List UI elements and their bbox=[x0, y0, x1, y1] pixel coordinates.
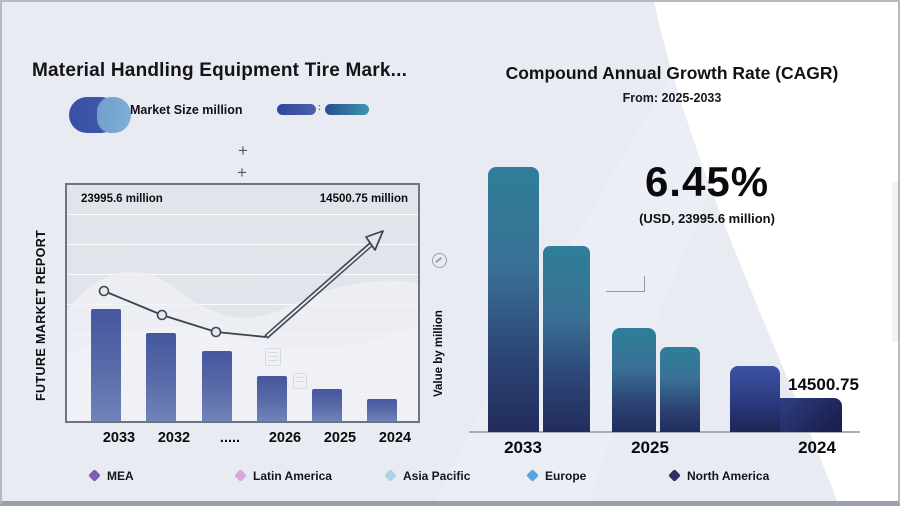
left-chart-end-value: 14500.75 million bbox=[319, 193, 408, 205]
zoom-plus-icon[interactable]: + bbox=[237, 163, 247, 182]
cagr-value: 6.45% bbox=[644, 158, 770, 205]
zoom-minus-icon[interactable] bbox=[432, 253, 447, 268]
cagr-title: Compound Annual Growth Rate (CAGR) bbox=[505, 63, 839, 83]
left-chart-x-label: 2032 bbox=[157, 430, 191, 446]
left-chart-bar bbox=[146, 333, 176, 421]
right-chart-x-label: 2024 bbox=[798, 438, 836, 457]
right-chart-bar bbox=[612, 328, 656, 432]
left-chart-bars bbox=[67, 185, 418, 421]
left-chart-bar bbox=[257, 376, 287, 421]
cylinder-face bbox=[97, 97, 131, 133]
page-title: Material Handling Equipment Tire Mark... bbox=[32, 60, 408, 81]
legend-label: Latin America bbox=[253, 469, 332, 483]
left-chart-x-label: 2026 bbox=[268, 430, 302, 446]
legend-diamond-icon bbox=[234, 469, 247, 482]
right-chart-bar bbox=[776, 398, 842, 432]
ratio-separator: : bbox=[318, 102, 321, 112]
tire-cylinder-icon bbox=[69, 97, 131, 133]
left-chart-panel: 23995.6 million 14500.75 million bbox=[65, 183, 420, 423]
legend-diamond-icon bbox=[384, 469, 397, 482]
right-chart-bar bbox=[730, 366, 780, 432]
legend-diamond-icon bbox=[526, 469, 539, 482]
right-chart-annotation: 14500.75 bbox=[788, 375, 859, 394]
right-chart-bar bbox=[660, 347, 700, 432]
ratio-pill-blue bbox=[277, 104, 316, 115]
right-chart-bar bbox=[543, 246, 590, 432]
left-chart-x-label: 2024 bbox=[378, 430, 412, 446]
legend-label: North America bbox=[687, 469, 770, 483]
left-chart-bar bbox=[91, 309, 121, 421]
left-chart-x-labels: 2033 2032..... 2026 2025 2024 bbox=[65, 430, 420, 450]
legend-label: MEA bbox=[107, 469, 134, 483]
right-chart-x-label: 2033 bbox=[504, 438, 542, 457]
legend-label: Asia Pacific bbox=[403, 469, 471, 483]
step-line-decoration bbox=[606, 276, 645, 292]
left-chart-bar bbox=[367, 399, 397, 421]
right-chart-x-label: 2025 bbox=[631, 438, 669, 457]
document-icon bbox=[265, 348, 281, 366]
right-chart-axis-line bbox=[469, 431, 860, 433]
left-chart-bar bbox=[202, 351, 232, 421]
legend-diamond-icon bbox=[668, 469, 681, 482]
legend-diamond-icon bbox=[88, 469, 101, 482]
left-chart-bar bbox=[312, 389, 342, 421]
left-chart-x-label: 2025 bbox=[323, 430, 357, 446]
market-size-label: Market Size million bbox=[130, 103, 243, 117]
left-chart-x-label: 2033 bbox=[102, 430, 136, 446]
cagr-subtitle: From: 2025-2033 bbox=[622, 91, 722, 105]
left-chart-start-value: 23995.6 million bbox=[81, 193, 163, 205]
trend-line-arrow bbox=[98, 230, 384, 339]
cagr-detail: (USD, 23995.6 million) bbox=[639, 211, 775, 226]
document-icon bbox=[293, 373, 307, 389]
ratio-pill-teal bbox=[325, 104, 369, 115]
zoom-plus-icon[interactable]: + bbox=[238, 141, 248, 160]
left-chart-x-label: ..... bbox=[219, 430, 241, 446]
legend-label: Europe bbox=[545, 469, 587, 483]
right-chart-bar bbox=[488, 167, 539, 432]
